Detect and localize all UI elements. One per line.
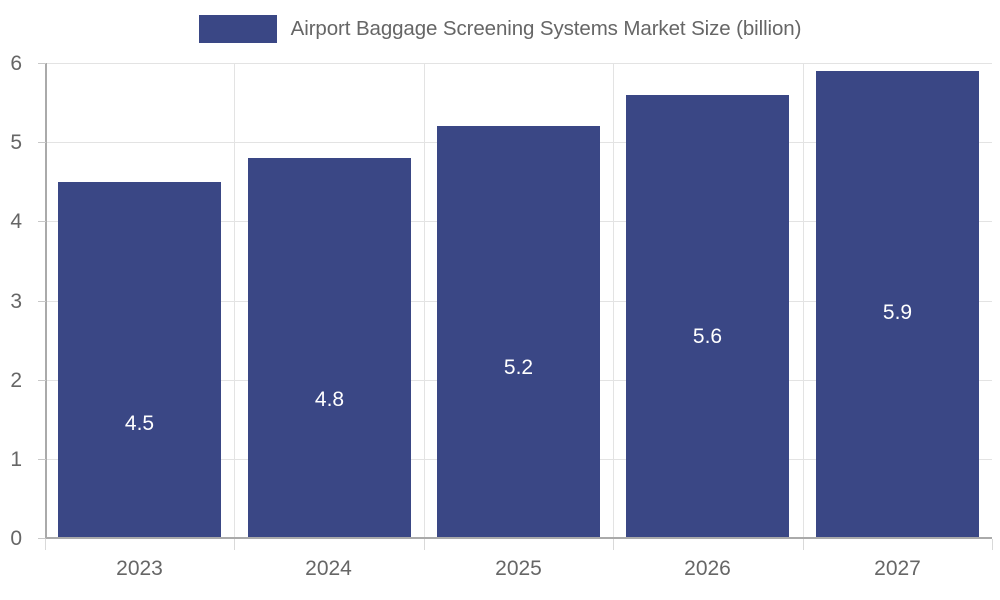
y-tick-mark-5 (38, 142, 46, 143)
bar-2024[interactable] (248, 158, 411, 538)
bar-value-label-2024: 4.8 (314, 388, 345, 411)
y-tick-label-6: 6 (10, 52, 22, 75)
y-tick-label-3: 3 (10, 290, 22, 313)
x-tick-mark-2 (424, 539, 425, 550)
gridline-x-1 (234, 63, 235, 538)
y-tick-label-5: 5 (10, 131, 22, 154)
plot-area: 4.5 4.8 5.2 5.6 5.9 (45, 63, 992, 539)
y-tick-label-1: 1 (10, 448, 22, 471)
x-tick-label-2023: 2023 (116, 557, 163, 580)
y-tick-mark-2 (38, 380, 46, 381)
legend-item-market-size[interactable]: Airport Baggage Screening Systems Market… (198, 15, 802, 43)
gridline-y-6 (45, 63, 992, 64)
gridline-x-2 (424, 63, 425, 538)
gridline-x-3 (613, 63, 614, 538)
bar-value-label-2026: 5.6 (692, 325, 723, 348)
x-tick-label-2024: 2024 (305, 557, 352, 580)
y-tick-label-0: 0 (10, 527, 22, 550)
x-tick-mark-5 (992, 539, 993, 550)
y-tick-mark-0 (38, 538, 46, 539)
y-tick-mark-4 (38, 221, 46, 222)
y-tick-label-2: 2 (10, 369, 22, 392)
x-tick-mark-1 (234, 539, 235, 550)
y-axis-line (45, 63, 47, 539)
x-tick-mark-3 (613, 539, 614, 550)
x-tick-label-2027: 2027 (874, 557, 921, 580)
bar-2023[interactable] (58, 182, 221, 538)
y-tick-mark-3 (38, 301, 46, 302)
x-tick-label-2025: 2025 (495, 557, 542, 580)
legend-color-swatch (198, 15, 277, 43)
x-tick-mark-4 (803, 539, 804, 550)
bar-value-label-2025: 5.2 (503, 356, 534, 379)
x-tick-label-2026: 2026 (684, 557, 731, 580)
y-tick-mark-1 (38, 459, 46, 460)
x-tick-mark-0 (45, 539, 46, 550)
bar-2027[interactable] (816, 71, 979, 538)
bar-value-label-2023: 4.5 (124, 412, 155, 435)
legend-label: Airport Baggage Screening Systems Market… (290, 17, 802, 40)
bar-value-label-2027: 5.9 (882, 301, 913, 324)
chart-legend: Airport Baggage Screening Systems Market… (0, 0, 1000, 62)
x-axis-line (45, 537, 992, 539)
gridline-x-4 (803, 63, 804, 538)
bar-2025[interactable] (437, 126, 600, 538)
y-tick-label-4: 4 (10, 210, 22, 233)
bar-2026[interactable] (626, 95, 789, 538)
y-tick-mark-6 (38, 63, 46, 64)
